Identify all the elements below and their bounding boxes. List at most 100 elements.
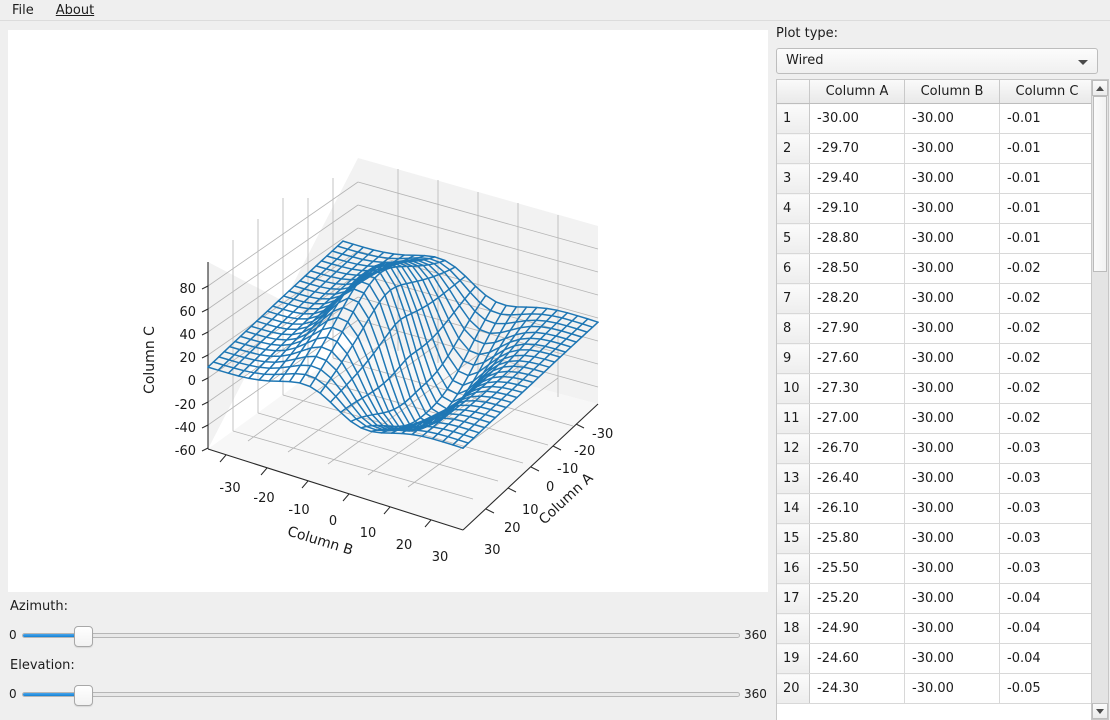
- table-row[interactable]: 18 -24.90 -30.00 -0.04: [777, 613, 1091, 644]
- cell-column-c[interactable]: -0.04: [999, 613, 1091, 644]
- menu-item-about[interactable]: About: [54, 2, 96, 19]
- cell-column-c[interactable]: -0.04: [999, 583, 1091, 614]
- row-number-cell[interactable]: 14: [777, 493, 810, 524]
- row-number-cell[interactable]: 13: [777, 463, 810, 494]
- row-number-cell[interactable]: 18: [777, 613, 810, 644]
- elevation-slider-thumb[interactable]: [73, 685, 93, 706]
- cell-column-c[interactable]: -0.03: [999, 493, 1091, 524]
- table-row[interactable]: 7 -28.20 -30.00 -0.02: [777, 283, 1091, 314]
- cell-column-b[interactable]: -30.00: [904, 673, 1000, 704]
- cell-column-c[interactable]: -0.02: [999, 283, 1091, 314]
- table-vertical-scrollbar[interactable]: [1092, 79, 1109, 720]
- cell-column-b[interactable]: -30.00: [904, 223, 1000, 254]
- plot-type-dropdown[interactable]: Wired: [776, 48, 1098, 74]
- cell-column-c[interactable]: -0.02: [999, 253, 1091, 284]
- row-number-cell[interactable]: 16: [777, 553, 810, 584]
- column-header-c[interactable]: Column C: [999, 80, 1091, 104]
- table-row[interactable]: 1 -30.00 -30.00 -0.01: [777, 103, 1091, 134]
- cell-column-c[interactable]: -0.03: [999, 553, 1091, 584]
- cell-column-a[interactable]: -29.40: [809, 163, 905, 194]
- row-number-cell[interactable]: 7: [777, 283, 810, 314]
- table-row[interactable]: 16 -25.50 -30.00 -0.03: [777, 553, 1091, 584]
- cell-column-b[interactable]: -30.00: [904, 103, 1000, 134]
- cell-column-b[interactable]: -30.00: [904, 403, 1000, 434]
- elevation-slider-track[interactable]: [22, 692, 740, 697]
- scroll-down-button[interactable]: [1092, 703, 1108, 719]
- cell-column-c[interactable]: -0.01: [999, 223, 1091, 254]
- table-row[interactable]: 2 -29.70 -30.00 -0.01: [777, 133, 1091, 164]
- cell-column-a[interactable]: -30.00: [809, 103, 905, 134]
- table-row[interactable]: 12 -26.70 -30.00 -0.03: [777, 433, 1091, 464]
- cell-column-c[interactable]: -0.02: [999, 373, 1091, 404]
- cell-column-b[interactable]: -30.00: [904, 373, 1000, 404]
- cell-column-a[interactable]: -29.10: [809, 193, 905, 224]
- row-number-cell[interactable]: 19: [777, 643, 810, 674]
- cell-column-a[interactable]: -27.60: [809, 343, 905, 374]
- table-row[interactable]: 13 -26.40 -30.00 -0.03: [777, 463, 1091, 494]
- column-header-a[interactable]: Column A: [809, 80, 905, 104]
- row-number-cell[interactable]: 5: [777, 223, 810, 254]
- cell-column-a[interactable]: -27.00: [809, 403, 905, 434]
- scrollbar-thumb[interactable]: [1093, 96, 1107, 272]
- cell-column-a[interactable]: -24.90: [809, 613, 905, 644]
- table-row[interactable]: 15 -25.80 -30.00 -0.03: [777, 523, 1091, 554]
- table-row[interactable]: 6 -28.50 -30.00 -0.02: [777, 253, 1091, 284]
- cell-column-c[interactable]: -0.02: [999, 313, 1091, 344]
- cell-column-b[interactable]: -30.00: [904, 583, 1000, 614]
- cell-column-b[interactable]: -30.00: [904, 193, 1000, 224]
- table-row[interactable]: 11 -27.00 -30.00 -0.02: [777, 403, 1091, 434]
- table-row[interactable]: 5 -28.80 -30.00 -0.01: [777, 223, 1091, 254]
- cell-column-a[interactable]: -28.20: [809, 283, 905, 314]
- cell-column-b[interactable]: -30.00: [904, 343, 1000, 374]
- table-row[interactable]: 17 -25.20 -30.00 -0.04: [777, 583, 1091, 614]
- cell-column-b[interactable]: -30.00: [904, 133, 1000, 164]
- cell-column-a[interactable]: -28.50: [809, 253, 905, 284]
- table-row[interactable]: 3 -29.40 -30.00 -0.01: [777, 163, 1091, 194]
- scrollbar-track[interactable]: [1092, 96, 1108, 703]
- cell-column-b[interactable]: -30.00: [904, 433, 1000, 464]
- azimuth-slider-thumb[interactable]: [73, 626, 93, 647]
- row-number-cell[interactable]: 9: [777, 343, 810, 374]
- cell-column-a[interactable]: -26.70: [809, 433, 905, 464]
- cell-column-b[interactable]: -30.00: [904, 643, 1000, 674]
- cell-column-c[interactable]: -0.04: [999, 643, 1091, 674]
- cell-column-b[interactable]: -30.00: [904, 493, 1000, 524]
- cell-column-c[interactable]: -0.01: [999, 133, 1091, 164]
- row-number-cell[interactable]: 11: [777, 403, 810, 434]
- cell-column-c[interactable]: -0.05: [999, 673, 1091, 704]
- column-header-b[interactable]: Column B: [904, 80, 1000, 104]
- scroll-up-button[interactable]: [1092, 80, 1108, 96]
- table-row[interactable]: 20 -24.30 -30.00 -0.05: [777, 673, 1091, 704]
- row-number-cell[interactable]: 8: [777, 313, 810, 344]
- row-number-cell[interactable]: 1: [777, 103, 810, 134]
- cell-column-c[interactable]: -0.03: [999, 463, 1091, 494]
- cell-column-a[interactable]: -24.30: [809, 673, 905, 704]
- cell-column-a[interactable]: -29.70: [809, 133, 905, 164]
- cell-column-a[interactable]: -25.80: [809, 523, 905, 554]
- cell-column-b[interactable]: -30.00: [904, 463, 1000, 494]
- cell-column-a[interactable]: -28.80: [809, 223, 905, 254]
- row-number-cell[interactable]: 10: [777, 373, 810, 404]
- cell-column-b[interactable]: -30.00: [904, 613, 1000, 644]
- cell-column-c[interactable]: -0.03: [999, 523, 1091, 554]
- row-number-cell[interactable]: 15: [777, 523, 810, 554]
- row-number-cell[interactable]: 2: [777, 133, 810, 164]
- row-number-cell[interactable]: 4: [777, 193, 810, 224]
- cell-column-c[interactable]: -0.01: [999, 163, 1091, 194]
- cell-column-a[interactable]: -24.60: [809, 643, 905, 674]
- cell-column-b[interactable]: -30.00: [904, 523, 1000, 554]
- row-number-cell[interactable]: 12: [777, 433, 810, 464]
- data-table-viewport[interactable]: Column A Column B Column C 1 -30.00 -30.00…: [776, 79, 1092, 720]
- row-number-cell[interactable]: 3: [777, 163, 810, 194]
- table-row[interactable]: 19 -24.60 -30.00 -0.04: [777, 643, 1091, 674]
- cell-column-c[interactable]: -0.02: [999, 403, 1091, 434]
- cell-column-b[interactable]: -30.00: [904, 163, 1000, 194]
- row-number-cell[interactable]: 20: [777, 673, 810, 704]
- cell-column-a[interactable]: -26.10: [809, 493, 905, 524]
- table-row[interactable]: 9 -27.60 -30.00 -0.02: [777, 343, 1091, 374]
- table-row[interactable]: 14 -26.10 -30.00 -0.03: [777, 493, 1091, 524]
- cell-column-a[interactable]: -25.20: [809, 583, 905, 614]
- cell-column-c[interactable]: -0.03: [999, 433, 1091, 464]
- table-row[interactable]: 10 -27.30 -30.00 -0.02: [777, 373, 1091, 404]
- menu-item-file[interactable]: File: [10, 2, 36, 19]
